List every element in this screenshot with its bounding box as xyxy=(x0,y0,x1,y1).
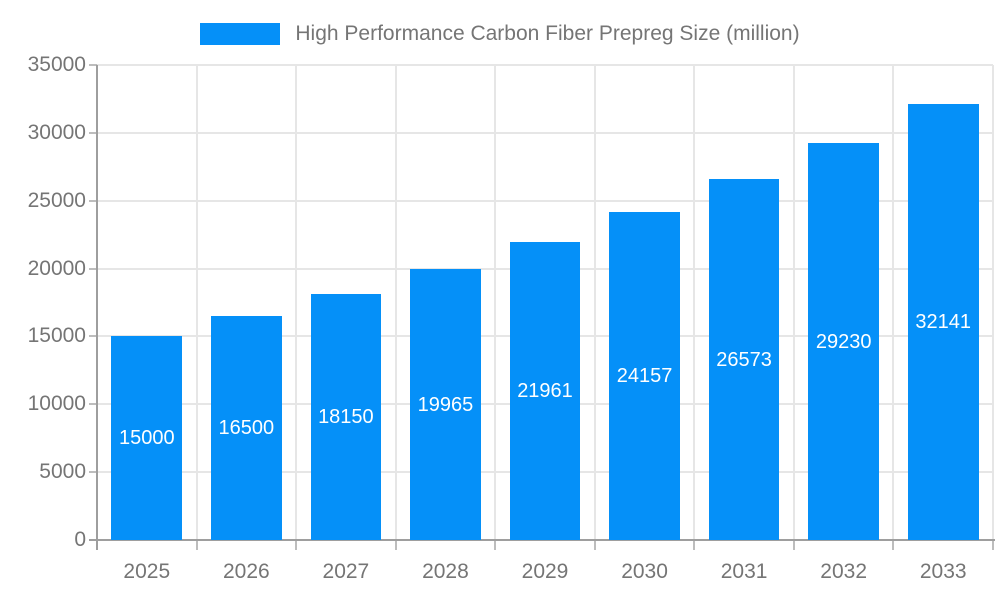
grid-line-v xyxy=(394,65,397,540)
grid-line-h xyxy=(97,64,993,66)
y-tick-label: 15000 xyxy=(27,324,86,348)
y-tick-mark xyxy=(89,199,97,202)
x-tick-label: 2031 xyxy=(720,560,768,583)
bar-value-label: 29230 xyxy=(815,330,872,353)
grid-line-v xyxy=(892,65,895,540)
x-tick-mark xyxy=(693,540,696,550)
x-tick-label: 2028 xyxy=(422,560,469,583)
x-tick-label: 2029 xyxy=(521,560,569,583)
x-tick-label: 2032 xyxy=(820,560,868,583)
bar-value-label: 16500 xyxy=(218,417,275,440)
x-tick-mark xyxy=(792,540,795,550)
y-tick-mark xyxy=(89,403,97,406)
x-tick-mark xyxy=(593,540,596,550)
bar-value-label: 19965 xyxy=(417,393,474,416)
bar-value-label: 18150 xyxy=(318,405,374,428)
x-axis-line xyxy=(89,539,995,541)
grid-line-h xyxy=(97,131,993,134)
x-tick-mark xyxy=(195,540,198,550)
bar xyxy=(708,179,780,540)
x-tick-label: 2025 xyxy=(123,560,171,583)
bar xyxy=(808,143,879,540)
y-tick-label: 10000 xyxy=(27,392,86,416)
y-axis-line xyxy=(96,65,98,550)
grid-line-v xyxy=(593,65,596,540)
bar-value-label: 26573 xyxy=(716,348,772,371)
y-tick-mark xyxy=(89,64,97,66)
grid-line-v xyxy=(792,65,795,540)
y-tick-label: 25000 xyxy=(27,188,86,212)
x-tick-mark xyxy=(295,540,298,550)
bar-value-label: 21961 xyxy=(517,379,573,402)
y-tick-mark xyxy=(89,131,97,134)
grid-line-v xyxy=(295,65,298,540)
y-tick-label: 0 xyxy=(74,528,86,551)
y-tick-mark xyxy=(89,471,97,474)
bar xyxy=(907,103,979,540)
bar xyxy=(410,269,481,540)
bar-value-label: 32141 xyxy=(915,310,972,333)
grid-line-v xyxy=(494,65,497,540)
x-tick-mark xyxy=(394,540,397,550)
x-tick-label: 2027 xyxy=(322,560,370,583)
y-tick-label: 5000 xyxy=(39,460,86,484)
legend: High Performance Carbon Fiber Prepreg Si… xyxy=(0,21,1000,47)
bar-value-label: 15000 xyxy=(118,427,175,450)
grid-line-v xyxy=(693,65,696,540)
legend-swatch xyxy=(200,23,281,45)
y-tick-mark xyxy=(89,335,97,338)
bar xyxy=(210,316,282,540)
x-tick-mark xyxy=(494,540,497,550)
x-tick-label: 2030 xyxy=(621,560,668,583)
x-tick-label: 2026 xyxy=(222,560,270,583)
x-tick-mark xyxy=(892,540,895,550)
bar xyxy=(111,336,183,540)
bar xyxy=(509,241,581,540)
grid-line-h xyxy=(97,199,993,202)
legend-label: High Performance Carbon Fiber Prepreg Si… xyxy=(295,22,800,45)
grid-line-v xyxy=(195,65,198,540)
x-tick-mark xyxy=(992,540,994,550)
bar xyxy=(609,212,680,540)
x-tick-label: 2033 xyxy=(919,560,967,583)
bar-value-label: 24157 xyxy=(616,365,673,388)
y-tick-label: 20000 xyxy=(27,256,86,280)
bar xyxy=(310,293,382,540)
y-tick-mark xyxy=(89,267,97,270)
y-tick-label: 35000 xyxy=(27,53,86,76)
grid-line-v xyxy=(992,65,994,540)
y-tick-label: 30000 xyxy=(27,120,86,144)
